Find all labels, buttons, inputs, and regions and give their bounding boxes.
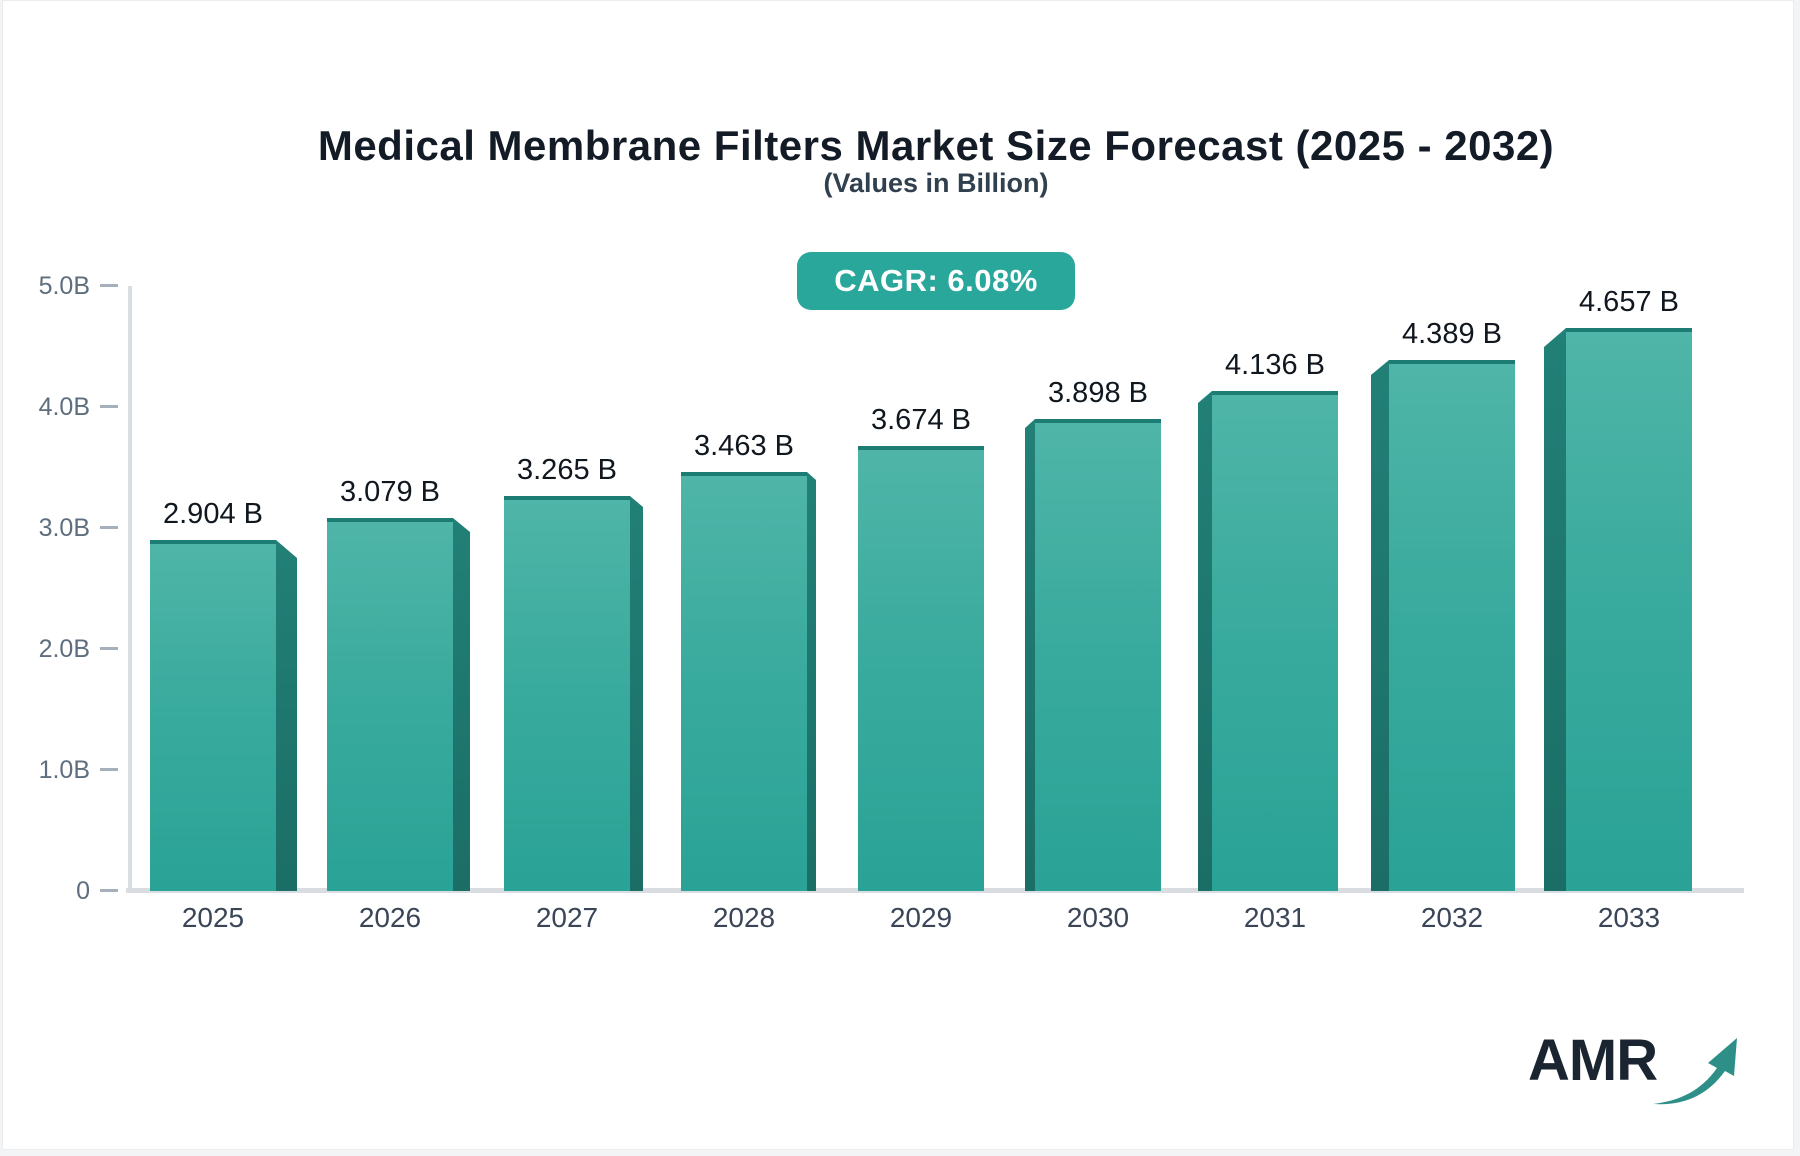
bar-value-label: 4.389 B (1402, 318, 1502, 350)
y-axis-tick-label: 0 (76, 877, 90, 905)
x-axis-label-2032: 2032 (1420, 902, 1484, 933)
x-axis-label-2029: 2029 (889, 902, 953, 933)
x-axis-label-2030: 2030 (1066, 902, 1130, 933)
bar-2027[interactable] (504, 496, 630, 891)
y-axis-tick-label: 4.0B (38, 393, 90, 421)
growth-arrow-icon (1653, 1036, 1739, 1113)
bar-2026[interactable] (327, 518, 453, 891)
x-axis-label-2025: 2025 (181, 902, 245, 933)
y-axis-line (128, 286, 132, 891)
chart-title: Medical Membrane Filters Market Size For… (317, 122, 1555, 170)
amr-logo: AMR (1528, 1030, 1739, 1113)
y-axis-tick-label: 5.0B (38, 272, 90, 300)
bar-value-label: 3.265 B (517, 454, 617, 486)
x-axis-label-2033: 2033 (1597, 902, 1661, 933)
bar-2031-side-face (1198, 391, 1212, 891)
bar-2025[interactable] (150, 540, 276, 891)
bar-2027-side-face (630, 496, 643, 891)
bar-value-label: 3.079 B (340, 476, 440, 508)
bar-2028[interactable] (681, 472, 807, 891)
x-axis-label-2031: 2031 (1243, 902, 1307, 933)
bar-2030-side-face (1025, 419, 1035, 891)
bar-2033[interactable] (1566, 328, 1692, 891)
y-axis-tick-label: 3.0B (38, 514, 90, 542)
y-axis-tick-mark (100, 526, 118, 529)
bar-value-label: 4.657 B (1579, 286, 1679, 318)
bar-value-label: 3.674 B (871, 404, 971, 436)
bar-2030[interactable] (1035, 419, 1161, 891)
bar-value-label: 3.463 B (694, 430, 794, 462)
y-axis-tick-mark (100, 405, 118, 408)
chart-subtitle: (Values in Billion) (823, 168, 1049, 198)
bar-2033-side-face (1544, 328, 1566, 891)
y-axis-tick-mark (100, 768, 118, 771)
y-axis-tick-mark (100, 284, 118, 287)
x-axis-label-2028: 2028 (712, 902, 776, 933)
y-axis-tick-mark (100, 647, 118, 650)
cagr-badge: CAGR: 6.08% (797, 252, 1075, 310)
bar-2025-side-face (276, 540, 297, 891)
amr-logo-text: AMR (1528, 1028, 1658, 1093)
y-axis-tick-label: 1.0B (38, 756, 90, 784)
bar-2026-side-face (453, 518, 470, 891)
bar-value-label: 4.136 B (1225, 349, 1325, 381)
y-axis-tick-mark (100, 889, 118, 892)
bar-2032-side-face (1371, 360, 1389, 891)
bar-2031[interactable] (1212, 391, 1338, 891)
bar-value-label: 2.904 B (163, 498, 263, 530)
y-axis-tick-label: 2.0B (38, 635, 90, 663)
bar-2032[interactable] (1389, 360, 1515, 891)
x-axis-label-2027: 2027 (535, 902, 599, 933)
bar-2029[interactable] (858, 446, 984, 891)
bar-2028-side-face (807, 472, 816, 891)
x-axis-label-2026: 2026 (358, 902, 422, 933)
bar-value-label: 3.898 B (1048, 377, 1148, 409)
